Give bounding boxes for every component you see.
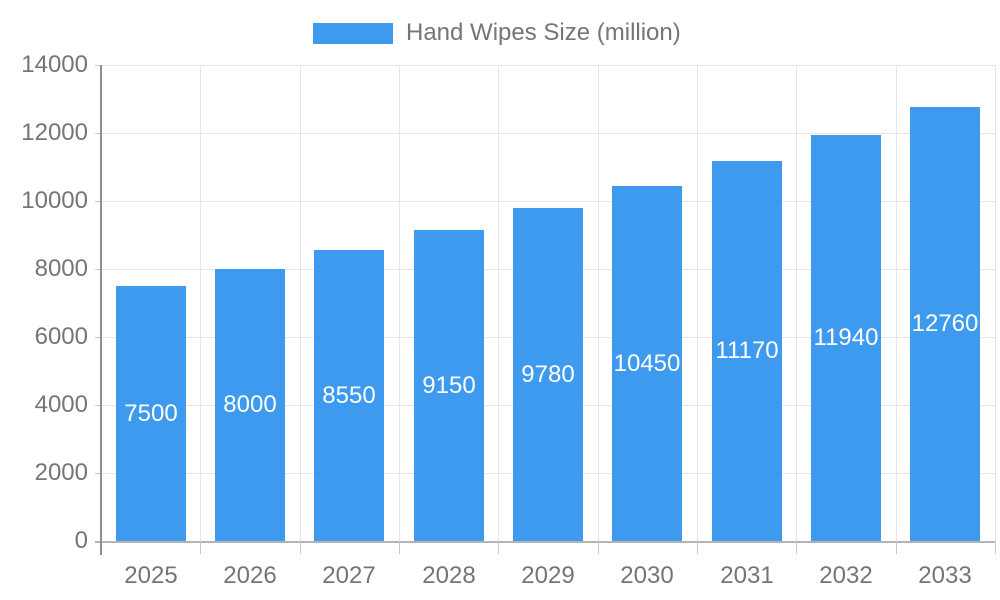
x-axis-tick — [697, 541, 698, 554]
v-gridline — [300, 65, 301, 541]
y-axis-label: 8000 — [34, 255, 88, 282]
x-axis-label: 2028 — [422, 562, 476, 589]
bar-value-label: 9780 — [521, 361, 575, 388]
v-gridline — [995, 65, 996, 541]
bar[interactable] — [811, 135, 881, 541]
y-axis-tick — [95, 65, 101, 66]
bar-value-label: 8550 — [322, 382, 376, 409]
bar[interactable] — [910, 107, 980, 541]
h-gridline — [101, 65, 995, 66]
y-axis-label: 10000 — [21, 187, 88, 214]
x-axis-tick — [598, 541, 599, 554]
x-axis-tick — [995, 541, 996, 554]
y-axis-label: 14000 — [21, 51, 88, 78]
bar[interactable] — [712, 161, 782, 541]
x-axis-label: 2032 — [819, 562, 873, 589]
x-axis-tick — [399, 541, 400, 554]
v-gridline — [598, 65, 599, 541]
x-axis-tick — [300, 541, 301, 554]
h-gridline — [101, 201, 995, 202]
x-axis-tick — [200, 541, 201, 554]
y-axis-tick — [95, 201, 101, 202]
x-axis-label: 2033 — [918, 562, 972, 589]
x-axis-tick — [896, 541, 897, 554]
bar[interactable] — [314, 250, 384, 541]
v-gridline — [896, 65, 897, 541]
legend-label: Hand Wipes Size (million) — [406, 19, 681, 46]
bar[interactable] — [513, 208, 583, 541]
y-axis-tick — [95, 405, 101, 406]
y-axis-label: 6000 — [34, 323, 88, 350]
bar[interactable] — [116, 286, 186, 541]
v-gridline — [796, 65, 797, 541]
legend: Hand Wipes Size (million) — [313, 19, 681, 46]
y-axis-tick — [95, 337, 101, 338]
bar[interactable] — [215, 269, 285, 541]
bar-value-label: 12760 — [911, 310, 979, 337]
x-axis-label: 2029 — [521, 562, 575, 589]
v-gridline — [498, 65, 499, 541]
h-gridline — [101, 133, 995, 134]
y-axis-label: 2000 — [34, 459, 88, 486]
y-axis-tick — [95, 133, 101, 134]
x-axis-label: 2025 — [124, 562, 178, 589]
x-axis-tick — [796, 541, 797, 554]
legend-swatch — [313, 22, 393, 44]
bar-value-label: 7500 — [124, 400, 178, 427]
y-axis-line — [100, 65, 102, 555]
v-gridline — [399, 65, 400, 541]
bar-value-label: 11940 — [813, 324, 879, 351]
y-axis-label: 12000 — [21, 119, 88, 146]
bar-value-label: 10450 — [613, 350, 681, 377]
v-gridline — [200, 65, 201, 541]
x-axis-tick — [498, 541, 499, 554]
y-axis-tick — [95, 473, 101, 474]
y-axis-label: 0 — [74, 527, 88, 554]
x-axis-label: 2031 — [720, 562, 774, 589]
y-axis-tick — [95, 269, 101, 270]
bar[interactable] — [612, 186, 682, 541]
x-axis-label: 2027 — [322, 562, 376, 589]
bar-value-label: 8000 — [223, 391, 277, 418]
x-axis-label: 2026 — [223, 562, 277, 589]
x-axis-label: 2030 — [620, 562, 674, 589]
bar[interactable] — [414, 230, 484, 541]
y-axis-label: 4000 — [34, 391, 88, 418]
v-gridline — [697, 65, 698, 541]
x-axis-baseline — [95, 541, 995, 543]
bar-value-label: 11170 — [715, 337, 779, 364]
bar-value-label: 9150 — [422, 372, 476, 399]
